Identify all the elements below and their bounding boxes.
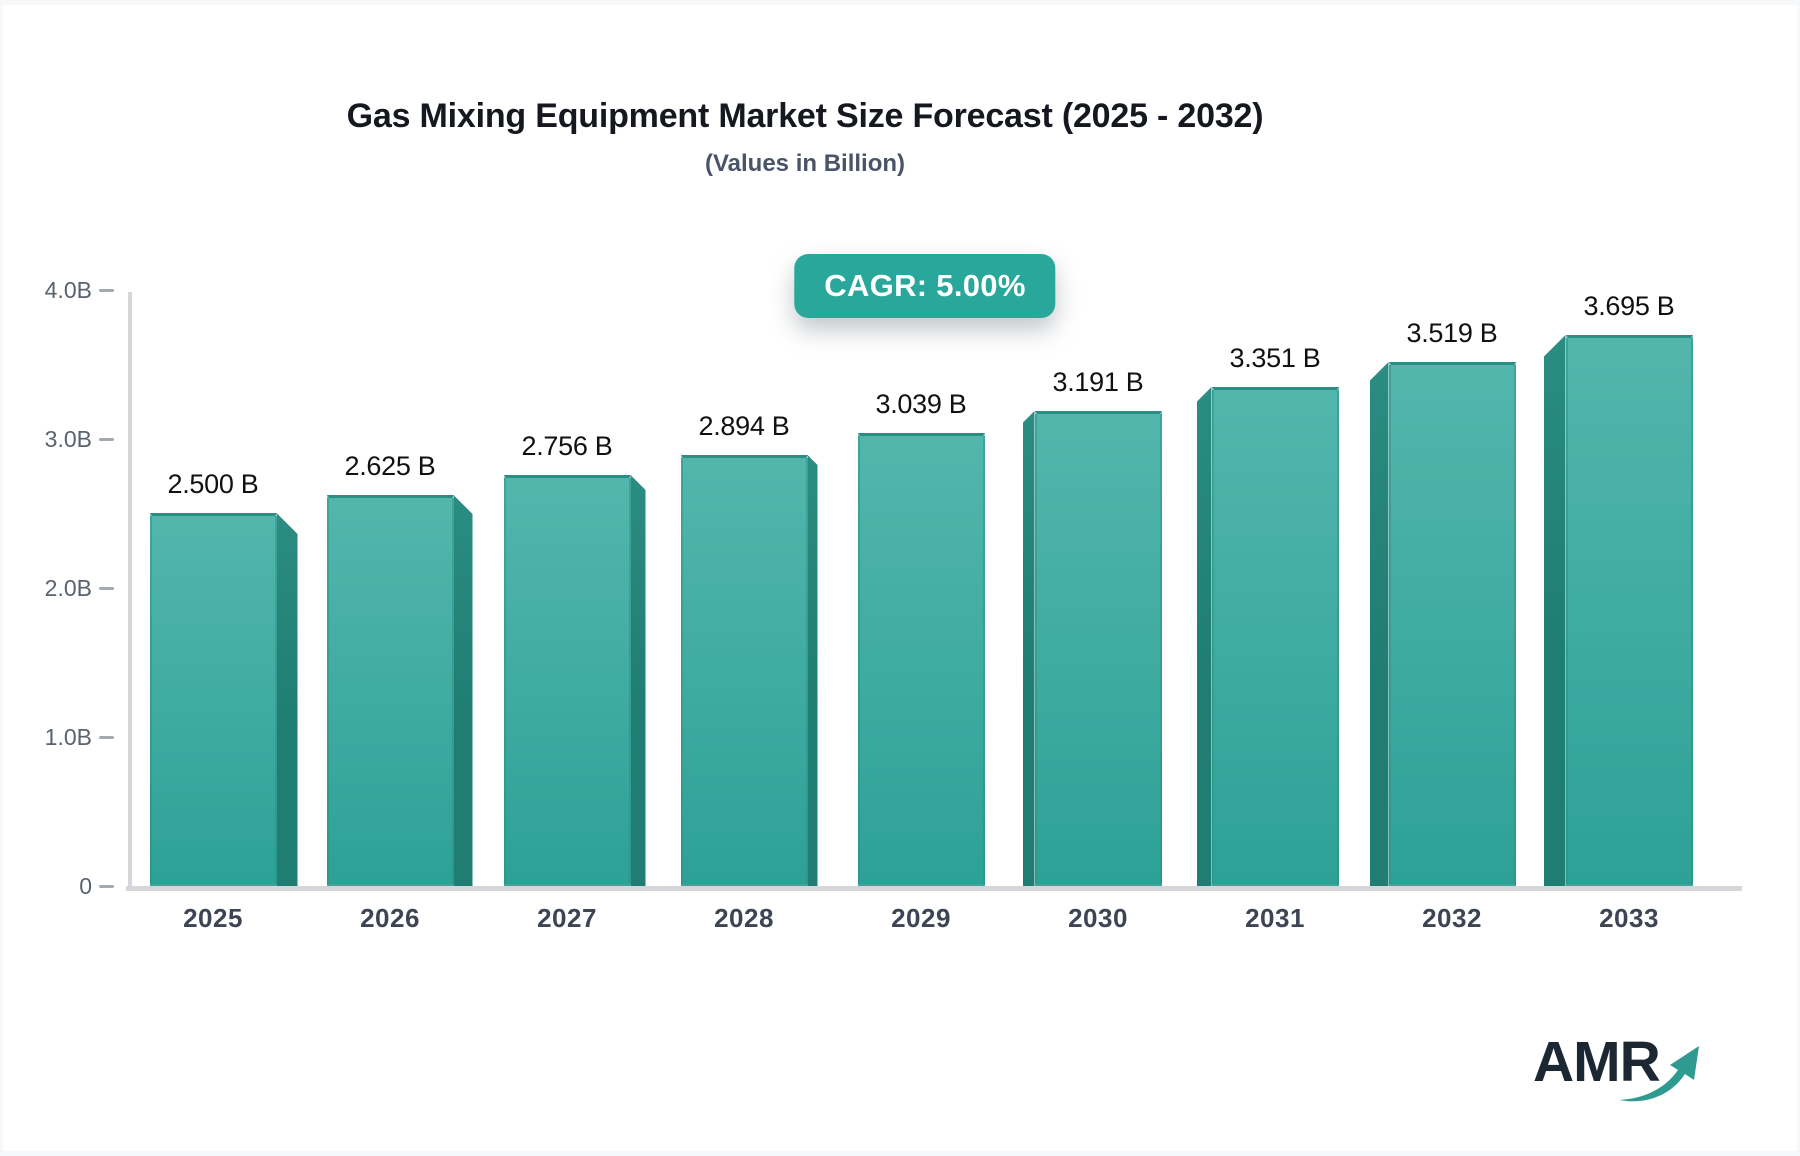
y-tick-label: 3.0B (44, 426, 92, 452)
bar-face (1034, 411, 1162, 886)
y-tick-label: 0 (79, 873, 92, 899)
bar-value-label: 3.519 B (1406, 318, 1498, 348)
bar-value-label: 3.351 B (1229, 343, 1321, 373)
x-axis-year-label: 2032 (1422, 903, 1482, 933)
bar-value-label: 2.756 B (521, 431, 613, 461)
bar-face (1211, 387, 1339, 886)
x-axis-year-label: 2033 (1599, 903, 1659, 933)
frame-top (0, 0, 1800, 5)
y-tick-dash-icon (99, 289, 114, 292)
y-tick-label: 4.0B (44, 277, 92, 303)
bar-value-label: 2.894 B (698, 411, 790, 441)
x-axis-year-label: 2029 (891, 903, 951, 933)
bar-face (680, 455, 808, 886)
y-tick-label: 2.0B (44, 575, 92, 601)
bar-side-shadow (453, 495, 473, 886)
bar-value-label: 2.500 B (167, 469, 259, 499)
bar-2030 (1022, 411, 1162, 886)
y-tick-dash-icon (99, 736, 114, 739)
frame-right (1797, 0, 1800, 1156)
cagr-badge: CAGR: 5.00% (794, 254, 1056, 318)
y-tick-label: 1.0B (44, 724, 92, 750)
bar-side-shadow (630, 475, 646, 886)
growth-arrow-icon (1619, 1046, 1699, 1102)
bar-value-label: 2.625 B (344, 451, 436, 481)
bar-face (149, 513, 277, 886)
bar-face (1388, 362, 1516, 886)
bar-2031 (1196, 387, 1339, 886)
chart-title: Gas Mixing Equipment Market Size Forecas… (346, 97, 1264, 135)
y-tick-dash-icon (99, 438, 114, 441)
bar-face (857, 433, 985, 886)
x-axis-year-label: 2027 (537, 903, 597, 933)
y-tick-dash-icon (99, 885, 114, 888)
amr-logo: AMR (1533, 1032, 1733, 1112)
bar-value-label: 3.191 B (1052, 367, 1144, 397)
x-axis-year-label: 2025 (183, 903, 243, 933)
bar-side-shadow (1022, 411, 1035, 886)
bar-2025 (149, 513, 298, 886)
x-axis-year-label: 2031 (1245, 903, 1305, 933)
bar-side-shadow (276, 513, 298, 886)
bar-value-label: 3.695 B (1583, 291, 1675, 321)
bar-face (326, 495, 454, 886)
bar-side-shadow (1196, 387, 1212, 886)
bar-2028 (680, 455, 818, 886)
x-axis-year-label: 2030 (1068, 903, 1128, 933)
y-tick-dash-icon (99, 587, 114, 590)
bar-value-label: 3.039 B (875, 389, 967, 419)
y-axis-line (128, 292, 132, 886)
chart-subtitle: (Values in Billion) (704, 150, 906, 177)
frame-bottom (0, 1151, 1800, 1156)
x-axis-year-label: 2028 (714, 903, 774, 933)
bar-2032 (1369, 362, 1516, 886)
x-axis-year-label: 2026 (360, 903, 420, 933)
frame-left (0, 0, 3, 1156)
bar-2029 (857, 433, 985, 886)
bar-side-shadow (1369, 362, 1389, 886)
bar-side-shadow (1543, 335, 1566, 886)
amr-logo-text: AMR (1533, 1030, 1661, 1094)
bar-2027 (503, 475, 646, 886)
bar-face (1565, 335, 1693, 886)
bar-side-shadow (807, 455, 818, 886)
x-axis-line (126, 886, 1742, 891)
bar-2026 (326, 495, 473, 886)
bar-face (503, 475, 631, 886)
bar-2033 (1543, 335, 1693, 886)
